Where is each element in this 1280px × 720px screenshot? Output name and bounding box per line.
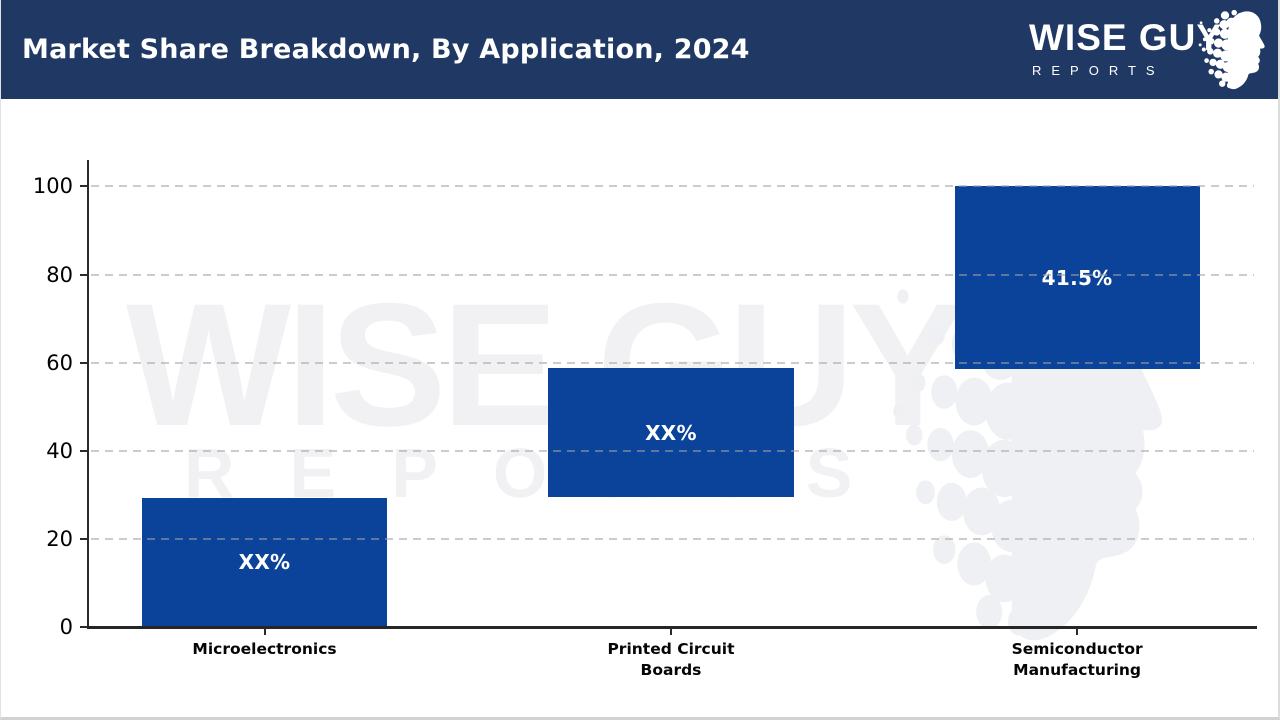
chart-title: Market Share Breakdown, By Application, … xyxy=(22,34,750,65)
header-band: Market Share Breakdown, By Application, … xyxy=(1,0,1278,99)
watermark-brand-name: WISE GUY xyxy=(126,268,966,463)
gridline xyxy=(91,361,1254,364)
y-tick-label: 0 xyxy=(59,615,73,639)
gridline xyxy=(91,537,1254,540)
brand-face-icon xyxy=(1198,9,1265,90)
y-tick-mark xyxy=(80,537,87,540)
x-tick-mark xyxy=(263,628,266,635)
y-tick-label: 100 xyxy=(32,174,73,199)
bar-value-label: 41.5% xyxy=(1041,265,1113,290)
brand-subname: REPORTS xyxy=(1032,63,1165,78)
x-axis-label-printed-circuit-boards: Printed Circuit Boards xyxy=(607,640,735,680)
y-tick-label: 20 xyxy=(46,526,73,551)
x-tick-mark xyxy=(1076,628,1079,635)
y-axis-line xyxy=(87,160,89,629)
plot-area: XX% XX% 41.5% 0 20 40 60 80 100 xyxy=(33,160,1257,638)
bar-semiconductor-manufacturing: 41.5% xyxy=(954,186,1200,370)
bar-value-label: XX% xyxy=(238,550,291,575)
gridline xyxy=(91,449,1254,452)
y-tick-label: 60 xyxy=(46,350,73,375)
x-axis-line xyxy=(87,626,1257,629)
bar-printed-circuit-boards: XX% xyxy=(548,368,794,498)
y-tick-label: 80 xyxy=(46,262,73,287)
bar-value-label: XX% xyxy=(645,420,697,445)
y-tick-label: 40 xyxy=(46,438,73,463)
y-tick-mark xyxy=(80,185,87,188)
x-axis-label-semiconductor-manufacturing: Semiconductor Manufacturing xyxy=(1011,640,1143,680)
y-tick-mark xyxy=(80,361,87,364)
bar-microelectronics: XX% xyxy=(141,497,388,627)
y-tick-mark xyxy=(80,273,87,276)
gridline xyxy=(91,273,1254,276)
gridline xyxy=(91,185,1254,188)
y-tick-mark xyxy=(80,626,87,628)
x-axis-label-microelectronics: Microelectronics xyxy=(192,640,337,658)
brand-name: WISE GUY xyxy=(1029,17,1223,58)
brand-logo: WISE GUY REPORTS xyxy=(1029,4,1269,96)
x-tick-mark xyxy=(669,628,672,635)
y-tick-mark xyxy=(80,449,87,452)
